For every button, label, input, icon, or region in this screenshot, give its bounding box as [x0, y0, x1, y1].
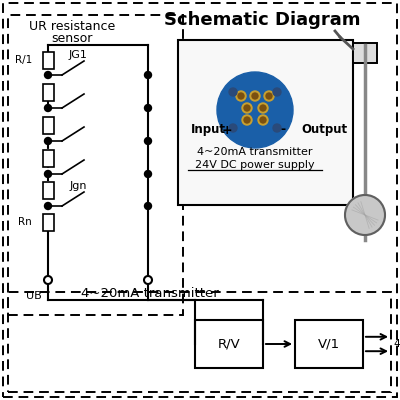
Circle shape [252, 93, 258, 99]
Text: -: - [280, 124, 286, 136]
Text: UB: UB [26, 291, 42, 301]
Text: R/V: R/V [218, 338, 240, 350]
Text: 24V DC power supply: 24V DC power supply [195, 160, 315, 170]
Bar [42, 150, 54, 166]
Text: Rn: Rn [18, 217, 32, 227]
Text: JG1: JG1 [68, 50, 88, 60]
Bar [195, 320, 263, 368]
Circle shape [242, 115, 252, 125]
Circle shape [258, 103, 268, 113]
Circle shape [144, 104, 152, 112]
Bar [42, 52, 54, 68]
Circle shape [144, 202, 152, 210]
Circle shape [258, 115, 268, 125]
Bar [42, 84, 54, 100]
Circle shape [273, 124, 281, 132]
Circle shape [250, 91, 260, 101]
Text: Schematic Diagram: Schematic Diagram [164, 11, 360, 29]
Text: +: + [222, 124, 232, 136]
Circle shape [44, 104, 52, 112]
Circle shape [244, 117, 250, 123]
Bar [295, 320, 363, 368]
Bar [42, 182, 54, 198]
Circle shape [144, 170, 152, 178]
Circle shape [144, 138, 152, 144]
Circle shape [144, 276, 152, 284]
Text: sensor: sensor [51, 32, 93, 44]
Circle shape [236, 91, 246, 101]
Text: Input: Input [191, 124, 226, 136]
Text: R/1: R/1 [15, 55, 32, 65]
Circle shape [266, 93, 272, 99]
Text: UR resistance: UR resistance [29, 20, 115, 32]
Text: 4-20mA: 4-20mA [393, 339, 400, 349]
Circle shape [242, 103, 252, 113]
Text: Jgn: Jgn [69, 181, 87, 191]
Text: 4~20mA transmitter: 4~20mA transmitter [197, 147, 313, 157]
Circle shape [238, 93, 244, 99]
Circle shape [345, 195, 385, 235]
Circle shape [44, 72, 52, 78]
Circle shape [260, 117, 266, 123]
Circle shape [44, 202, 52, 210]
Text: Output: Output [302, 124, 348, 136]
Bar [178, 40, 353, 205]
Text: V/1: V/1 [318, 338, 340, 350]
Bar [42, 116, 54, 134]
Circle shape [44, 276, 52, 284]
Bar [353, 43, 377, 63]
Circle shape [229, 88, 237, 96]
Text: 4~20mA transmitter: 4~20mA transmitter [81, 287, 219, 300]
Bar [42, 214, 54, 230]
Circle shape [264, 91, 274, 101]
Circle shape [44, 170, 52, 178]
Circle shape [229, 124, 237, 132]
Circle shape [44, 138, 52, 144]
Circle shape [217, 72, 293, 148]
Circle shape [273, 88, 281, 96]
Circle shape [144, 72, 152, 78]
Circle shape [260, 105, 266, 111]
Circle shape [244, 105, 250, 111]
